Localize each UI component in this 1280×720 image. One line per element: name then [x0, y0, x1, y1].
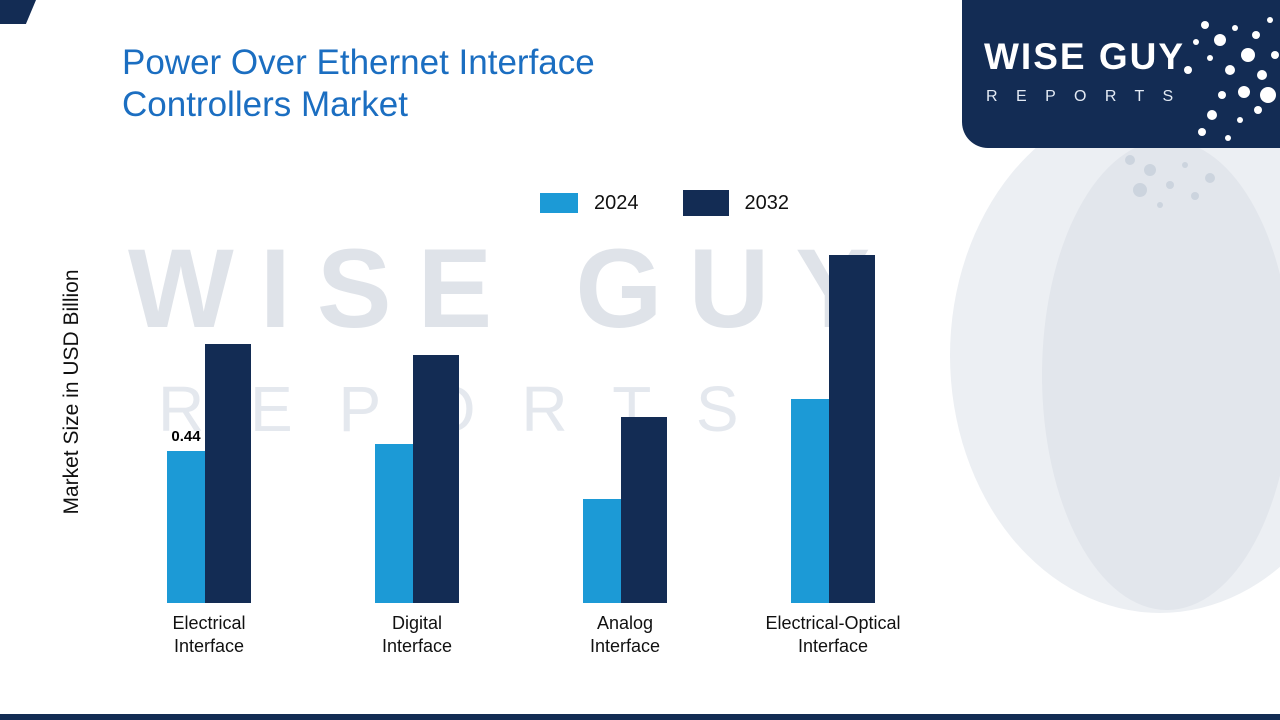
data-label: 0.44	[171, 428, 201, 445]
legend-label-2024: 2024	[594, 191, 639, 214]
category-label-1: Digital Interface	[381, 613, 453, 657]
bar-2024-cat2	[583, 499, 621, 603]
bar-group-1	[313, 355, 521, 603]
category-label-3: Electrical-Optical Interface	[765, 613, 901, 657]
wiseguy-logo: WISE GUY R E P O R T S	[962, 0, 1280, 148]
page-title-line1: Power Over Ethernet Interface	[122, 43, 595, 82]
bar-2032-cat1	[413, 355, 459, 603]
bar-2024-cat3	[791, 399, 829, 603]
legend-item-2024: 2024	[540, 192, 639, 215]
bar-group-0: 0.44	[105, 344, 313, 603]
category-labels-row: Electrical Interface Digital Interface Analo…	[105, 612, 937, 659]
bars-row: 0.44	[105, 0, 937, 603]
page-title: Power Over Ethernet Interface Controller…	[122, 42, 595, 126]
bar-2032-cat3	[829, 255, 875, 603]
legend: 2024 2032	[540, 190, 789, 216]
watermark-wiseguy: WISE GUY	[128, 226, 897, 351]
category-label-2: Analog Interface	[589, 613, 661, 657]
logo-reports-text: R E P O R T S	[986, 88, 1181, 105]
bar-2024-cat1	[375, 444, 413, 603]
legend-swatch-2024	[540, 193, 578, 213]
legend-item-2032: 2032	[682, 190, 790, 216]
category-label-0: Electrical Interface	[172, 613, 246, 657]
face-silhouette	[1042, 140, 1280, 610]
y-axis-label: Market Size in USD Billion	[60, 269, 83, 515]
page-title-line2: Controllers Market	[122, 85, 408, 124]
corner-decoration	[0, 0, 36, 24]
bar-2032-cat2	[621, 417, 667, 603]
bar-2032-cat0	[205, 344, 251, 603]
bar-2024-cat0: 0.44	[167, 428, 205, 603]
logo-wordmark: WISE GUY	[984, 36, 1186, 77]
bar-group-3	[729, 255, 937, 603]
bottom-bar-decoration	[0, 714, 1280, 720]
legend-label-2032: 2032	[744, 191, 790, 214]
legend-swatch-2032	[682, 190, 729, 216]
bar-group-2	[521, 417, 729, 603]
